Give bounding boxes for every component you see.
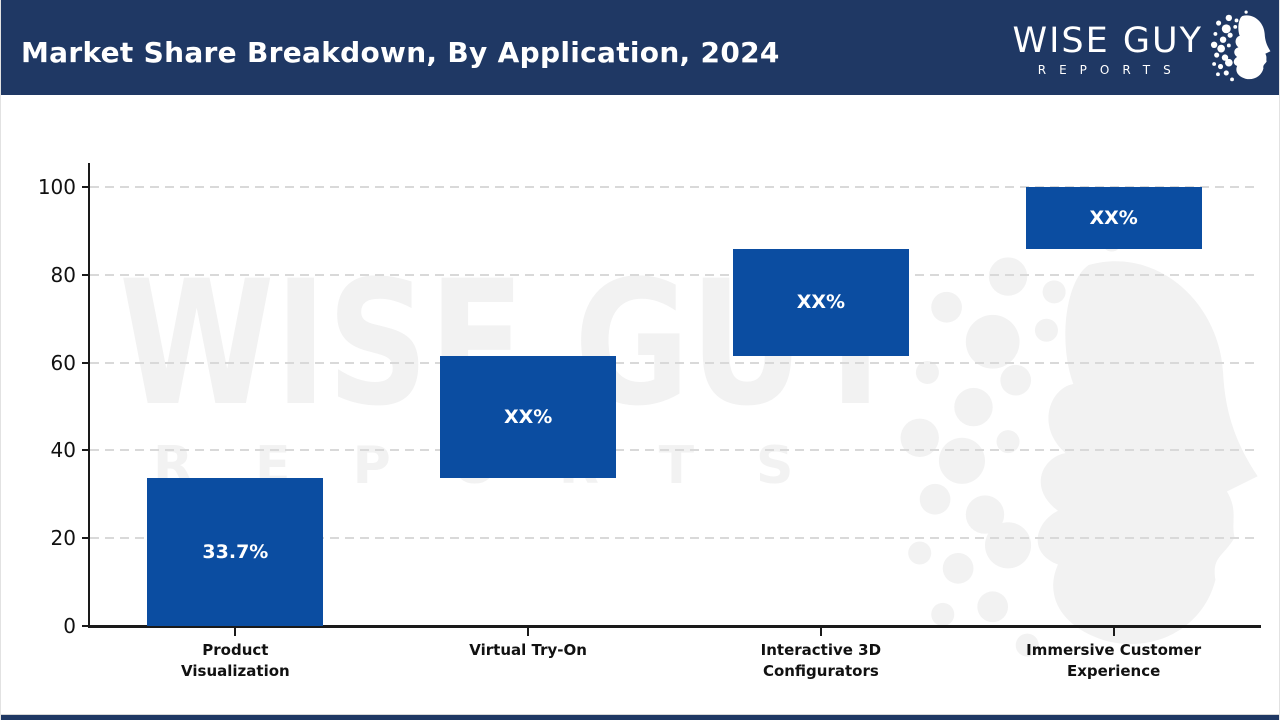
x-category-label-line: Interactive 3D: [760, 641, 882, 659]
x-category-label-line: Immersive Customer: [1026, 641, 1202, 659]
bar-segment: [440, 355, 617, 479]
bar-value-label: XX%: [796, 291, 846, 314]
footer: [1, 714, 1279, 720]
logo-name: WISE GUY: [1012, 20, 1203, 61]
x-tick: [234, 628, 237, 636]
footer-hairline: [1, 714, 1279, 715]
gridline-80: [90, 273, 1260, 276]
x-tick: [527, 628, 530, 636]
x-category-label: Immersive Customer Experience: [967, 640, 1260, 682]
bar-segment: [732, 248, 909, 356]
gridline-100: [90, 186, 1260, 188]
y-tick-label-80: 80: [50, 262, 76, 287]
y-tick-40: [82, 449, 89, 452]
bar-value-label: XX%: [503, 405, 553, 428]
x-tick: [819, 628, 822, 636]
x-category-label: Virtual Try-On: [382, 640, 675, 661]
logo-wordmark: WISE GUY REPORTS: [1012, 20, 1203, 77]
y-axis-spine: [88, 163, 90, 628]
x-category-label-line: Visualization: [181, 662, 290, 680]
wiseguy-logo: WISE GUY REPORTS: [1012, 7, 1273, 89]
bar-value-label: 33.7%: [202, 541, 269, 564]
chart-title: Market Share Breakdown, By Application, …: [21, 36, 780, 69]
header: Market Share Breakdown, By Application, …: [1, 0, 1279, 95]
x-category-label-line: Product: [202, 641, 269, 659]
x-category-label: Interactive 3D Configurators: [675, 640, 968, 682]
bar-segment: [147, 478, 324, 626]
y-tick-label-20: 20: [50, 526, 76, 551]
y-tick-label-0: 0: [63, 614, 76, 638]
x-category-label: Product Visualization: [89, 640, 382, 682]
x-category-label-line: Virtual Try-On: [469, 641, 587, 659]
y-tick-label-100: 100: [37, 175, 76, 199]
x-category-label-line: Experience: [1066, 662, 1161, 680]
y-tick-60: [82, 361, 89, 364]
y-tick-label-40: 40: [50, 438, 76, 463]
logo-sub-name: REPORTS: [1037, 62, 1184, 77]
y-tick-0: [82, 625, 89, 627]
x-tick: [1112, 628, 1115, 636]
y-tick-label-60: 60: [50, 350, 76, 375]
y-tick-20: [82, 537, 89, 540]
x-axis-spine: [88, 625, 1261, 628]
gridline-40: [90, 449, 1260, 452]
footer-accent-bar: [1, 715, 1279, 720]
logo-face-icon: [1210, 10, 1271, 81]
gridline-60: [90, 361, 1260, 364]
bar-value-label: XX%: [1089, 206, 1138, 229]
y-tick-100: [82, 186, 89, 188]
gridline-20: [90, 537, 1260, 540]
x-category-label-line: Configurators: [762, 662, 879, 680]
y-tick-80: [82, 273, 89, 276]
